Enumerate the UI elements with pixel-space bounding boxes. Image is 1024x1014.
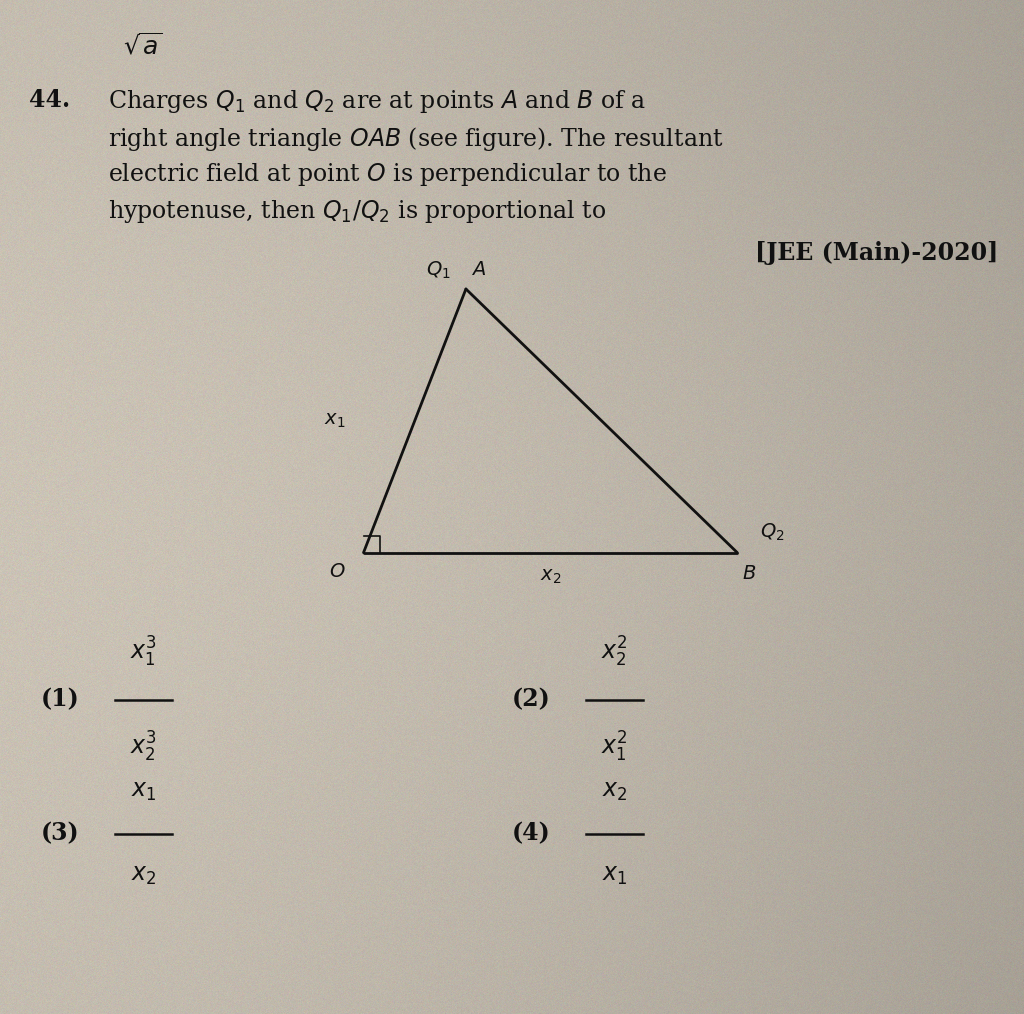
Text: $x_2$: $x_2$ [602, 780, 627, 803]
Text: $x_2^2$: $x_2^2$ [601, 635, 628, 669]
Text: $Q_1$: $Q_1$ [426, 260, 451, 281]
Text: $x_1$: $x_1$ [131, 780, 156, 803]
Text: (1): (1) [41, 687, 80, 712]
Text: $x_2^3$: $x_2^3$ [130, 730, 157, 765]
Text: hypotenuse, then $Q_1/Q_2$ is proportional to: hypotenuse, then $Q_1/Q_2$ is proportion… [108, 198, 605, 225]
Text: $x_1$: $x_1$ [602, 864, 627, 887]
Text: [JEE (Main)-2020]: [JEE (Main)-2020] [755, 241, 998, 266]
Text: $A$: $A$ [471, 261, 486, 279]
Text: $B$: $B$ [742, 565, 757, 583]
Text: $O$: $O$ [329, 563, 345, 581]
Text: (2): (2) [512, 687, 551, 712]
Text: (3): (3) [41, 821, 80, 846]
Text: electric field at point $O$ is perpendicular to the: electric field at point $O$ is perpendic… [108, 161, 667, 189]
Text: $x_2$: $x_2$ [540, 568, 561, 586]
Text: right angle triangle $OAB$ (see figure). The resultant: right angle triangle $OAB$ (see figure).… [108, 125, 723, 153]
Text: $Q_2$: $Q_2$ [760, 521, 784, 544]
Text: Charges $Q_1$ and $Q_2$ are at points $A$ and $B$ of a: Charges $Q_1$ and $Q_2$ are at points $A… [108, 88, 646, 116]
Text: (4): (4) [512, 821, 551, 846]
Text: 44.: 44. [29, 88, 70, 113]
Text: $x_1$: $x_1$ [324, 412, 345, 430]
Text: $\sqrt{a}$: $\sqrt{a}$ [123, 32, 163, 59]
Text: $x_2$: $x_2$ [131, 864, 156, 887]
Text: $x_1^2$: $x_1^2$ [601, 730, 628, 765]
Text: $x_1^3$: $x_1^3$ [130, 635, 157, 669]
